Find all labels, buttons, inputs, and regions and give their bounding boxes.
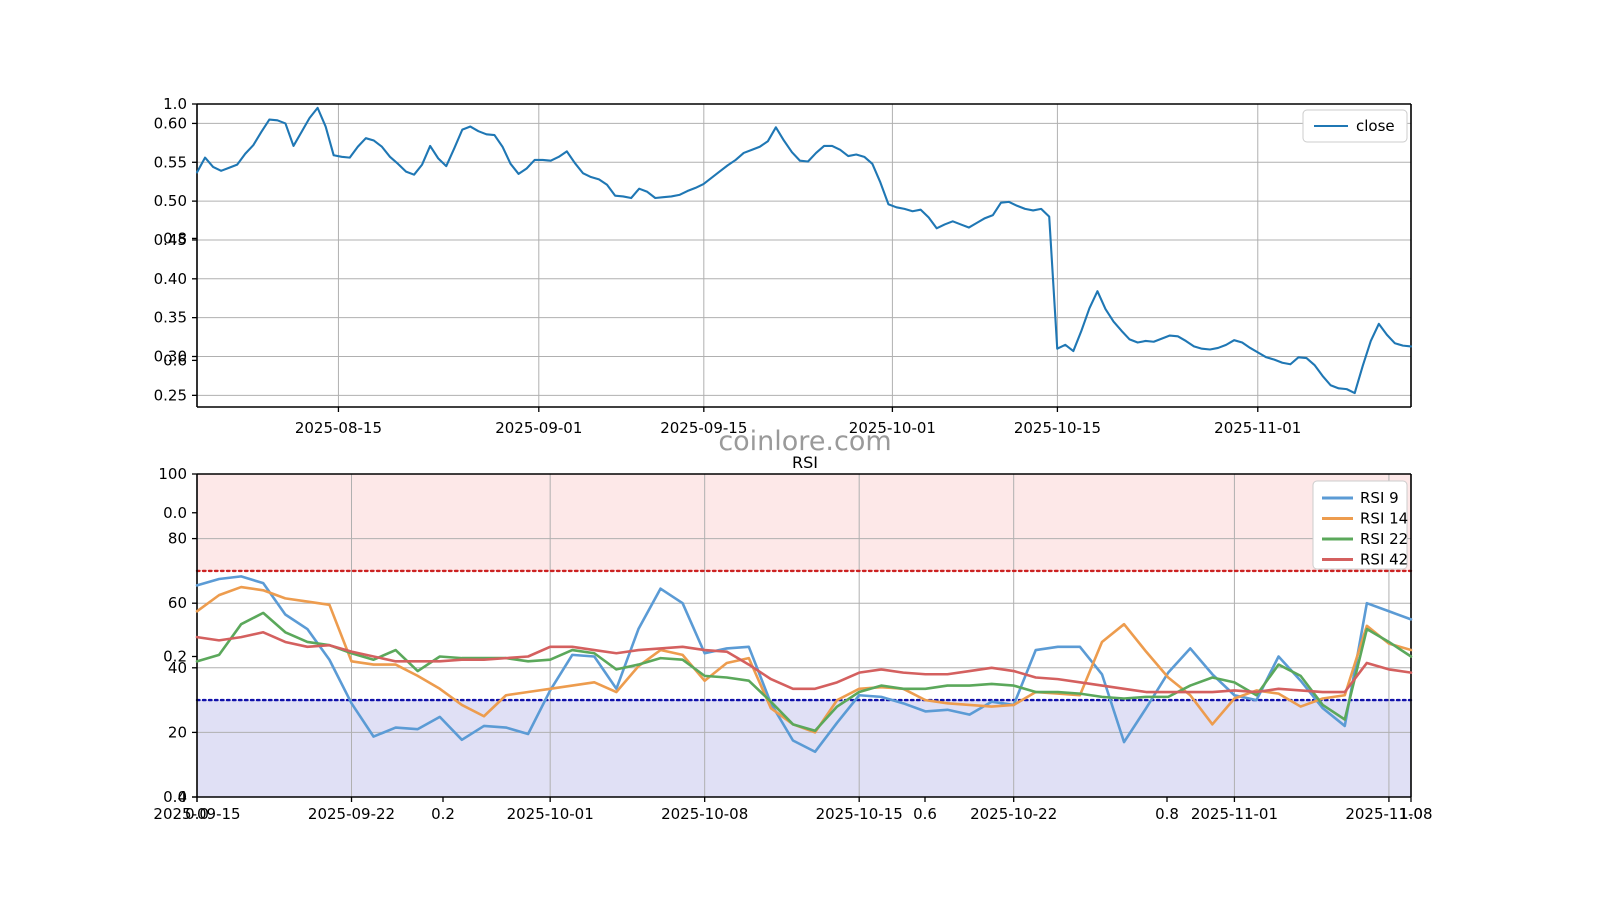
price-secondary-y-tick-label: 1.0 bbox=[163, 95, 187, 113]
rsi-y-tick-label: 60 bbox=[168, 594, 187, 612]
rsi-secondary-x-tick-label: 1.0 bbox=[1399, 805, 1423, 823]
rsi-series-rsi-9 bbox=[195, 575, 1413, 754]
rsi-secondary-x-tick-label: 0.2 bbox=[431, 805, 455, 823]
price-y-tick-label: 0.30 bbox=[154, 348, 187, 366]
price-series-close bbox=[195, 106, 1413, 395]
rsi-legend-label-rsi-42: RSI 42 bbox=[1360, 551, 1408, 569]
rsi-legend-label-rsi-22: RSI 22 bbox=[1360, 530, 1408, 548]
price-x-tick-label: 2025-09-01 bbox=[495, 419, 582, 437]
rsi-band-overbought bbox=[197, 474, 1411, 571]
rsi-secondary-x-tick-label: 0.8 bbox=[1155, 805, 1179, 823]
price-y-tick-label: 0.40 bbox=[154, 270, 187, 288]
price-x-tick-label: 2025-10-01 bbox=[849, 419, 936, 437]
rsi-secondary-y-tick-label: 0.0 bbox=[163, 504, 187, 522]
rsi-panel-title: RSI bbox=[792, 453, 818, 472]
rsi-band-oversold bbox=[197, 700, 1411, 797]
price-x-tick-label: 2025-10-15 bbox=[1014, 419, 1101, 437]
rsi-secondary-y-tick-label: 0.4 bbox=[163, 788, 187, 806]
rsi-x-tick-label: 2025-09-15 bbox=[153, 805, 240, 823]
rsi-series-rsi-22 bbox=[195, 611, 1413, 733]
rsi-series-rsi-42 bbox=[195, 630, 1413, 694]
rsi-x-tick-label: 2025-11-08 bbox=[1345, 805, 1432, 823]
rsi-y-tick-label: 0 bbox=[177, 788, 187, 806]
price-x-tick-label: 2025-08-15 bbox=[295, 419, 382, 437]
price-y-tick-label: 0.45 bbox=[154, 231, 187, 249]
rsi-legend bbox=[1312, 480, 1408, 570]
rsi-x-tick-label: 2025-10-01 bbox=[507, 805, 594, 823]
price-y-tick-label: 0.35 bbox=[154, 309, 187, 327]
rsi-x-tick-label: 2025-10-22 bbox=[970, 805, 1057, 823]
rsi-secondary-x-tick-label: 0.6 bbox=[913, 805, 937, 823]
rsi-y-tick-label: 100 bbox=[158, 465, 187, 483]
price-secondary-y-tick-label: 0.6 bbox=[163, 351, 187, 369]
rsi-x-tick-label: 2025-10-08 bbox=[661, 805, 748, 823]
price-legend-label-close: close bbox=[1356, 117, 1395, 135]
rsi-x-tick-label: 2025-11-01 bbox=[1191, 805, 1278, 823]
watermark-text: coinlore.com bbox=[718, 426, 891, 457]
price-x-tick-label: 2025-09-15 bbox=[660, 419, 747, 437]
rsi-x-tick-label: 2025-10-15 bbox=[816, 805, 903, 823]
price-x-tick-label: 2025-11-01 bbox=[1214, 419, 1301, 437]
price-y-tick-label: 0.25 bbox=[154, 386, 187, 404]
rsi-y-tick-label: 40 bbox=[168, 659, 187, 677]
rsi-y-tick-label: 80 bbox=[168, 530, 187, 548]
rsi-y-tick-label: 20 bbox=[168, 723, 187, 741]
rsi-secondary-x-tick-label: 0.0 bbox=[185, 805, 209, 823]
price-secondary-y-tick-label: 0.8 bbox=[163, 229, 187, 247]
rsi-legend-label-rsi-14: RSI 14 bbox=[1360, 510, 1408, 528]
price-legend bbox=[1302, 109, 1408, 143]
rsi-x-tick-label: 2025-09-22 bbox=[308, 805, 395, 823]
price-y-tick-label: 0.60 bbox=[154, 114, 187, 132]
price-y-tick-label: 0.55 bbox=[154, 153, 187, 171]
rsi-legend-label-rsi-9: RSI 9 bbox=[1360, 489, 1399, 507]
price-y-tick-label: 0.50 bbox=[154, 192, 187, 210]
rsi-secondary-y-tick-label: 0.2 bbox=[163, 647, 187, 665]
